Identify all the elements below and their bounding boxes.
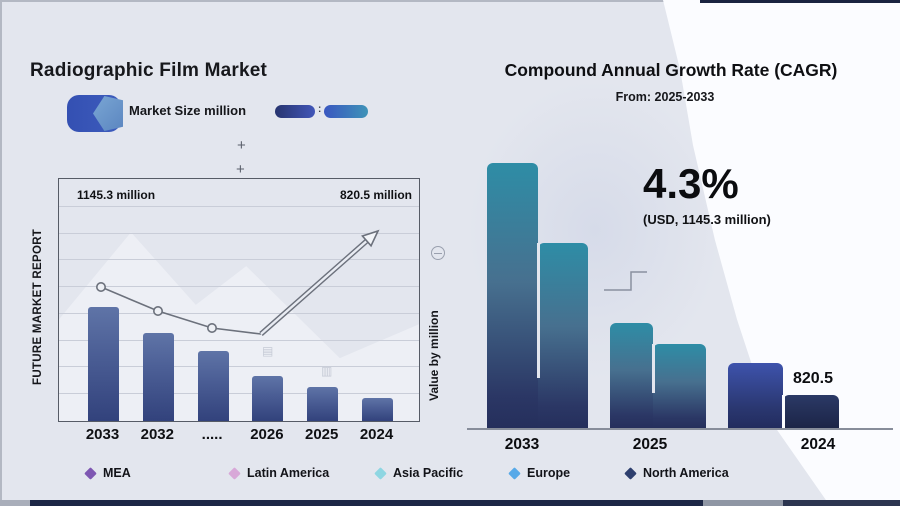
x-label-.....: ..... <box>201 426 223 443</box>
market-size-legend: Market Size million : <box>67 95 387 133</box>
bar-value-label: 820.5 <box>792 370 834 387</box>
x-axis-line <box>467 428 893 430</box>
frame-strip-bottom <box>30 500 703 506</box>
gridline <box>59 232 419 234</box>
bar-gap <box>651 344 655 393</box>
legend-label: Europe <box>527 466 571 480</box>
market-size-chart-xlabels: 2033 2032..... 2026 2025 2024 <box>58 426 420 446</box>
plus-mark-icon: + <box>236 161 245 178</box>
step-watermark-icon <box>604 271 647 291</box>
gridline <box>59 286 419 288</box>
market-size-chart: 1145.3 million 820.5 million ▤ ▥ <box>58 178 420 422</box>
market-size-legend-label: Market Size million <box>129 103 247 118</box>
legend-label: Asia Pacific <box>393 466 464 480</box>
bar-2024 <box>362 398 393 421</box>
circled-minus-icon <box>431 246 445 260</box>
bar-..... <box>197 351 229 421</box>
legend-item-mea: MEA <box>84 466 131 480</box>
x-label-2024: 2024 <box>359 426 394 443</box>
left-chart-side-label: FUTURE MARKET REPORT <box>32 228 44 386</box>
cagr-x-label-2033: 2033 <box>504 436 540 453</box>
cagr-bar-2024-a <box>728 363 783 428</box>
gridline <box>59 366 419 368</box>
cagr-value: 4.3% <box>643 160 739 207</box>
doc-watermark-icon: ▥ <box>321 364 333 378</box>
legend-separator: : <box>318 104 322 115</box>
cagr-bar-2033-a <box>487 163 538 428</box>
cagr-bar-2025-a <box>610 323 653 428</box>
legend-item-latin-america: Latin America <box>228 466 330 480</box>
diamond-icon <box>508 466 521 480</box>
bar-gap <box>536 243 540 378</box>
bar-2025 <box>307 387 339 421</box>
capsule-dark-icon <box>275 105 315 118</box>
value-axis-label: Value by million <box>427 310 441 402</box>
gridline <box>59 259 419 261</box>
cylinder-icon <box>67 95 123 132</box>
legend-item-asia-pacific: Asia Pacific <box>374 466 464 480</box>
legend-item-north-america: North America <box>624 466 729 480</box>
diamond-icon <box>374 466 387 480</box>
chart-start-value: 1145.3 million <box>77 188 156 202</box>
plus-mark-icon: + <box>237 137 246 154</box>
cagr-bar-2024-b <box>783 395 839 428</box>
right-panel-title: Compound Annual Growth Rate (CAGR) <box>504 60 838 80</box>
bar-2033 <box>88 307 119 421</box>
gridline <box>59 312 419 314</box>
x-label-2033: 2033 <box>85 426 120 443</box>
gridline <box>59 205 419 207</box>
x-label-2026: 2026 <box>250 426 284 443</box>
diamond-icon <box>624 466 637 480</box>
doc-watermark-icon: ▤ <box>262 344 274 358</box>
market-size-chart-plot <box>59 179 419 421</box>
chart-end-value: 820.5 million <box>339 188 412 202</box>
cagr-x-label-2024: 2024 <box>800 436 836 453</box>
cagr-bar-2025-b <box>653 344 706 428</box>
x-label-2025: 2025 <box>305 426 339 443</box>
x-label-2032: 2032 <box>140 426 174 443</box>
frame-strip-top <box>700 0 900 3</box>
diamond-icon <box>84 466 97 480</box>
frame-strip-bottom <box>703 500 783 506</box>
gridline <box>59 393 419 395</box>
bar-2026 <box>252 376 284 421</box>
bar-2032 <box>142 333 174 421</box>
cagr-chart: 2033 2025 2024 820.5 <box>467 155 893 453</box>
legend-item-europe: Europe <box>508 466 571 480</box>
gridline <box>59 339 419 341</box>
cagr-detail: (USD, 1145.3 million) <box>643 212 771 227</box>
legend-label: Latin America <box>247 466 330 480</box>
frame-strip-bottom <box>0 500 30 506</box>
left-panel-title: Radiographic Film Market <box>30 60 268 81</box>
legend-label: MEA <box>103 466 131 480</box>
cagr-bar-2033-b <box>538 243 588 428</box>
diamond-icon <box>228 466 241 480</box>
cagr-x-label-2025: 2025 <box>632 436 668 453</box>
legend-label: North America <box>643 466 729 480</box>
cylinder-face-icon <box>93 96 123 131</box>
right-panel-subtitle: From: 2025-2033 <box>615 90 715 104</box>
frame-strip-bottom <box>783 500 900 506</box>
capsule-teal-icon <box>324 105 368 118</box>
bar-gap <box>781 395 785 428</box>
trend-line-arrow <box>95 229 380 336</box>
